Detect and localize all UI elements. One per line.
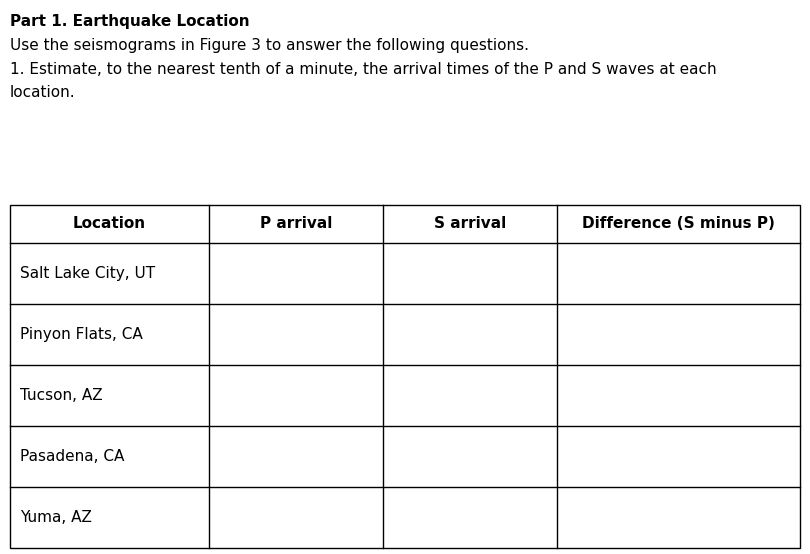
- Text: 1. Estimate, to the nearest tenth of a minute, the arrival times of the P and S : 1. Estimate, to the nearest tenth of a m…: [10, 62, 717, 77]
- Text: P arrival: P arrival: [260, 217, 332, 232]
- Text: S arrival: S arrival: [433, 217, 506, 232]
- Text: Part 1. Earthquake Location: Part 1. Earthquake Location: [10, 14, 249, 29]
- Text: Use the seismograms in Figure 3 to answer the following questions.: Use the seismograms in Figure 3 to answe…: [10, 38, 529, 53]
- Text: Salt Lake City, UT: Salt Lake City, UT: [20, 266, 156, 281]
- Bar: [10, 205, 800, 548]
- Text: Yuma, AZ: Yuma, AZ: [20, 510, 92, 525]
- Text: location.: location.: [10, 85, 75, 100]
- Text: Difference (S minus P): Difference (S minus P): [582, 217, 775, 232]
- Text: Tucson, AZ: Tucson, AZ: [20, 388, 103, 403]
- Text: Location: Location: [73, 217, 146, 232]
- Text: Pasadena, CA: Pasadena, CA: [20, 449, 125, 464]
- Text: Pinyon Flats, CA: Pinyon Flats, CA: [20, 327, 143, 342]
